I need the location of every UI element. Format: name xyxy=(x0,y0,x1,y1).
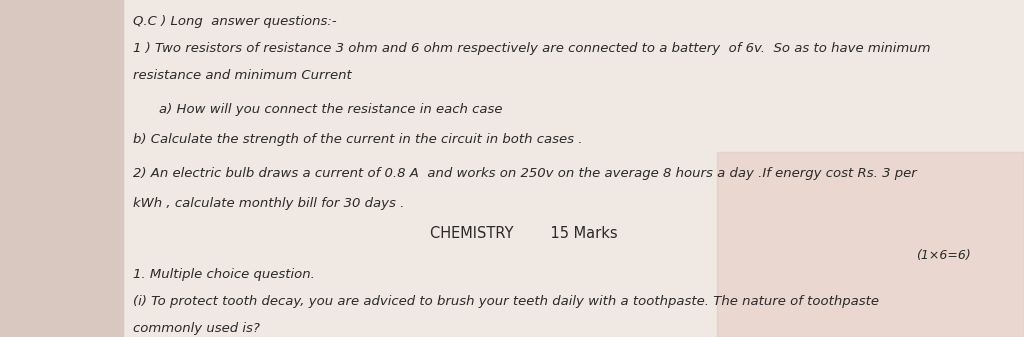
FancyBboxPatch shape xyxy=(0,0,123,337)
Text: 1. Multiple choice question.: 1. Multiple choice question. xyxy=(133,268,315,281)
Text: b) Calculate the strength of the current in the circuit in both cases .: b) Calculate the strength of the current… xyxy=(133,133,583,146)
Text: resistance and minimum Current: resistance and minimum Current xyxy=(133,69,352,82)
Text: 2) An electric bulb draws a current of 0.8 A  and works on 250v on the average 8: 2) An electric bulb draws a current of 0… xyxy=(133,167,916,180)
Text: commonly used is?: commonly used is? xyxy=(133,322,260,335)
Text: (i) To protect tooth decay, you are adviced to brush your teeth daily with a too: (i) To protect tooth decay, you are advi… xyxy=(133,295,880,308)
Text: CHEMISTRY        15 Marks: CHEMISTRY 15 Marks xyxy=(430,226,617,241)
Text: (1×6=6): (1×6=6) xyxy=(916,249,971,263)
FancyBboxPatch shape xyxy=(717,152,1024,337)
Text: a) How will you connect the resistance in each case: a) How will you connect the resistance i… xyxy=(159,103,502,116)
Text: 1 ) Two resistors of resistance 3 ohm and 6 ohm respectively are connected to a : 1 ) Two resistors of resistance 3 ohm an… xyxy=(133,42,931,55)
Text: Q.C ) Long  answer questions:-: Q.C ) Long answer questions:- xyxy=(133,15,337,28)
Text: kWh , calculate monthly bill for 30 days .: kWh , calculate monthly bill for 30 days… xyxy=(133,197,404,210)
